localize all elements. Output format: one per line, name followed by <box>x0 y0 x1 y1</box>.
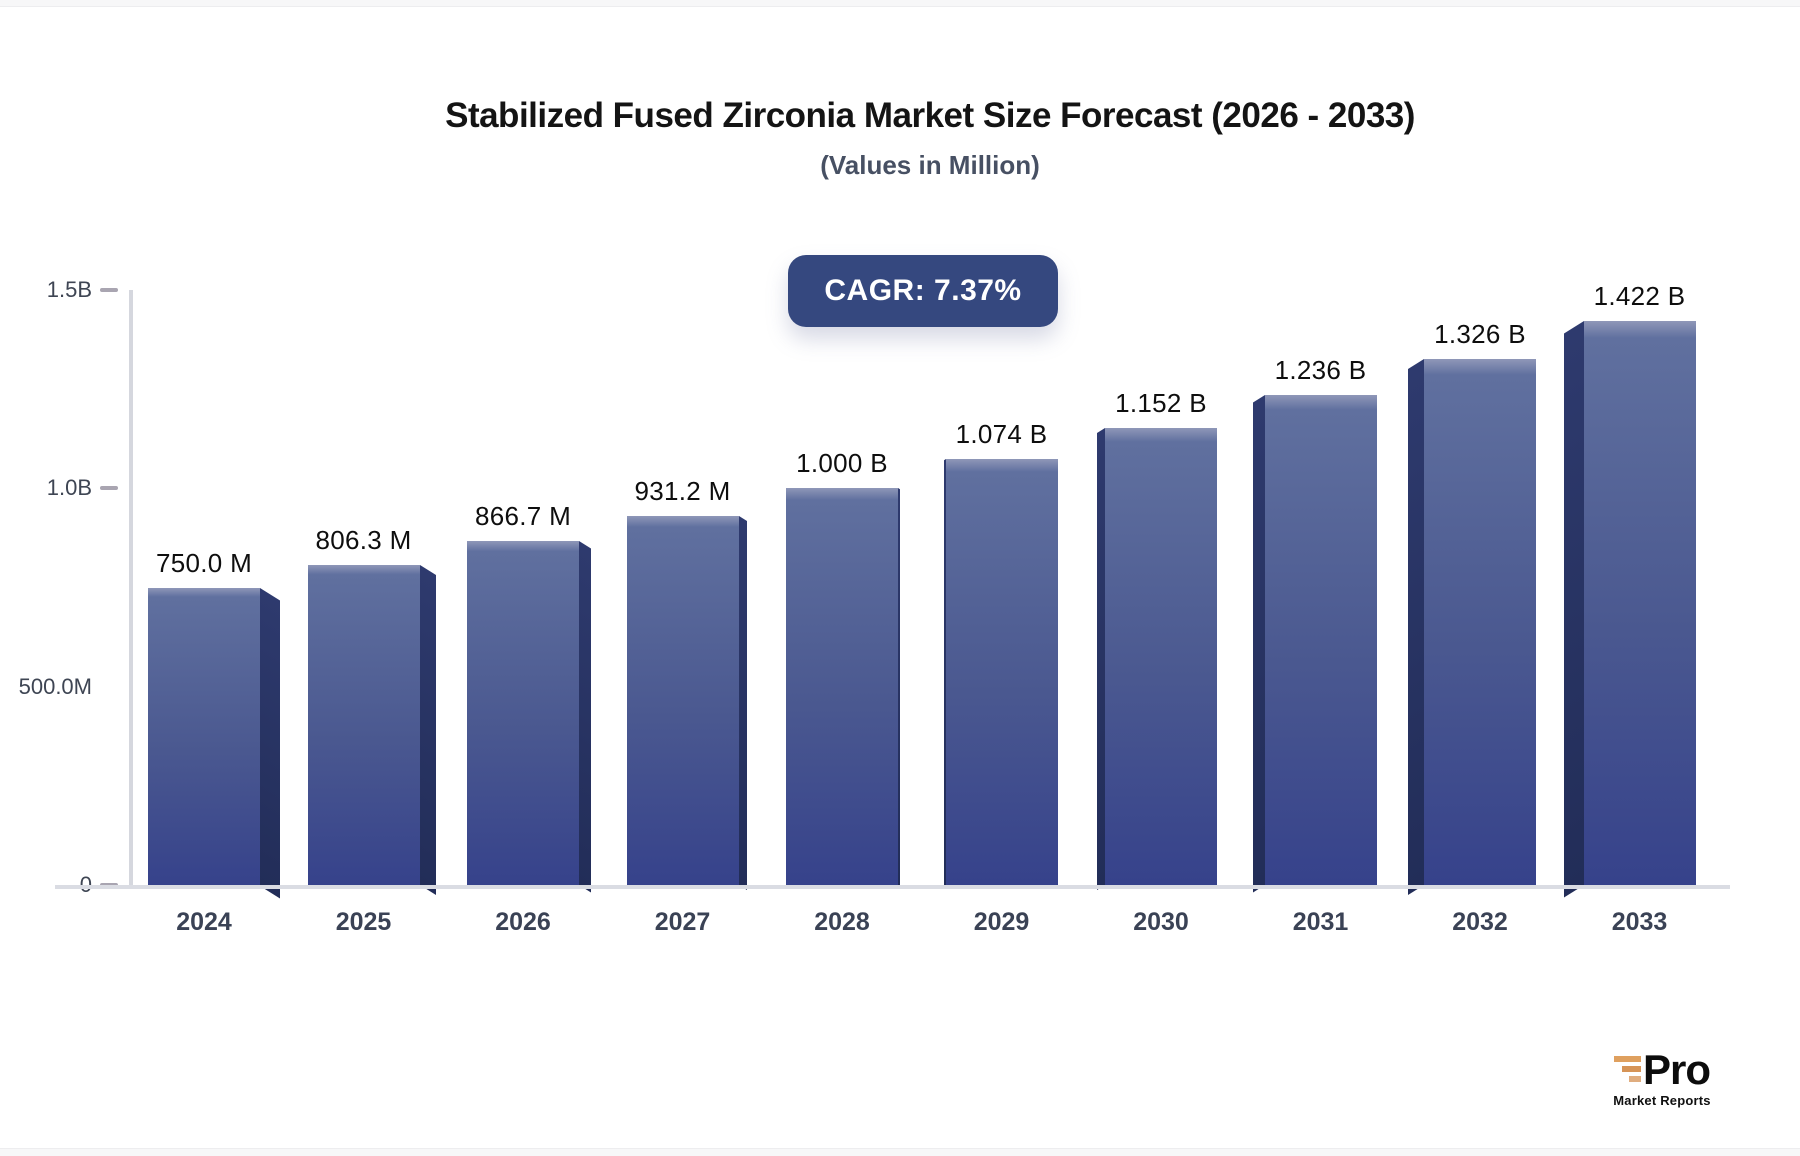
x-axis-label-2032: 2032 <box>1452 908 1508 936</box>
x-axis-label-2026: 2026 <box>495 908 551 936</box>
y-tick-dash <box>100 486 118 491</box>
top-edge-strip <box>0 0 1800 7</box>
x-axis-label-2029: 2029 <box>973 908 1030 936</box>
chart-title: Stabilized Fused Zirconia Market Size Fo… <box>445 96 1415 135</box>
bar-front-face <box>626 515 739 885</box>
bar-front-face <box>1424 359 1536 885</box>
bar-2033: 1.422 B <box>1563 281 1696 898</box>
logo-bars-icon <box>1613 1056 1641 1082</box>
bar-value-label-2024: 750.0 M <box>155 547 253 578</box>
y-tick-label-0: 0 <box>0 872 92 898</box>
bar-side-face <box>738 515 747 890</box>
bar-value-label-2026: 866.7 M <box>474 501 572 532</box>
bar-side-face <box>419 565 436 895</box>
bar-2029: 1.074 B <box>943 419 1058 887</box>
bar-side-face <box>898 488 900 887</box>
x-axis-label-2028: 2028 <box>814 908 870 936</box>
bar-2025: 806.3 M <box>307 525 436 895</box>
bar-front-face <box>786 488 898 885</box>
bar-2024: 750.0 M <box>148 548 280 898</box>
bar-value-label-2031: 1.236 B <box>1274 354 1367 385</box>
y-tick-label-1.5B: 1.5B <box>46 277 92 302</box>
bar-value-label-2033: 1.422 B <box>1593 280 1686 311</box>
bar-value-label-2030: 1.152 B <box>1115 388 1207 419</box>
bar-2032: 1.326 B <box>1408 319 1536 895</box>
y-axis-line <box>129 290 133 889</box>
y-tick-dash <box>100 288 118 292</box>
x-axis-baseline <box>55 885 1730 889</box>
brand-logo: Pro Market Reports <box>1582 1046 1742 1109</box>
bar-front-face <box>945 458 1058 885</box>
bar-front-face <box>467 541 579 885</box>
chart-header: Stabilized Fused Zirconia Market Size Fo… <box>130 0 1730 181</box>
logo-tagline: Market Reports <box>1613 1093 1711 1108</box>
logo-brand-text: Pro <box>1642 1046 1711 1093</box>
bar-side-face <box>1408 359 1424 895</box>
x-axis-label-2031: 2031 <box>1292 908 1349 936</box>
bar-value-label-2028: 1.000 B <box>796 448 888 479</box>
bar-front-face <box>307 565 420 885</box>
chart-subtitle: (Values in Million) <box>820 150 1040 180</box>
bar-front-face <box>1264 394 1377 885</box>
y-tick-label-1.0B: 1.0B <box>46 475 92 501</box>
bar-value-label-2025: 806.3 M <box>315 525 412 556</box>
bar-2027: 931.2 M <box>626 476 747 890</box>
bar-value-label-2027: 931.2 M <box>634 475 731 506</box>
bar-2026: 866.7 M <box>467 501 591 893</box>
bar-side-face <box>579 541 591 893</box>
bar-side-face <box>1252 394 1265 893</box>
x-axis-label-2030: 2030 <box>1133 908 1189 936</box>
x-axis-label-2033: 2033 <box>1611 908 1668 936</box>
bar-2028: 1.000 B <box>786 448 900 887</box>
cagr-badge-label: CAGR: 7.37% <box>824 274 1022 307</box>
bar-front-face <box>148 587 260 885</box>
bar-side-face <box>1097 428 1105 890</box>
bar-side-face <box>1563 320 1584 898</box>
x-axis-label-2027: 2027 <box>654 908 711 936</box>
bar-front-face <box>1105 428 1217 885</box>
y-tick-label-500.0M: 500.0M <box>18 673 92 699</box>
bottom-edge-strip <box>0 1148 1800 1156</box>
x-axis-label-2024: 2024 <box>176 908 232 936</box>
x-axis-label-2025: 2025 <box>335 908 392 936</box>
bar-front-face <box>1583 320 1696 885</box>
bar-value-label-2032: 1.326 B <box>1434 319 1526 350</box>
bar-2030: 1.152 B <box>1097 388 1217 890</box>
cagr-badge: CAGR: 7.37% <box>788 255 1058 327</box>
bar-side-face <box>943 458 946 887</box>
bar-side-face <box>260 587 280 898</box>
bar-2031: 1.236 B <box>1252 355 1377 893</box>
bar-value-label-2029: 1.074 B <box>955 418 1048 449</box>
